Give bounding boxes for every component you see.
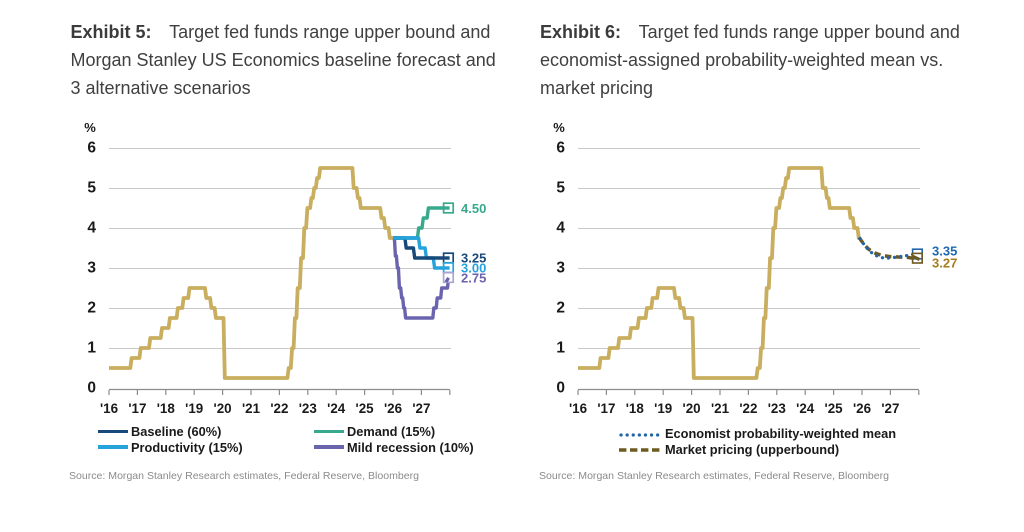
svg-text:'23: '23: [768, 401, 786, 416]
svg-text:3.27: 3.27: [932, 255, 957, 270]
svg-text:'27: '27: [881, 401, 899, 416]
svg-text:'17: '17: [128, 401, 146, 416]
svg-text:1: 1: [556, 340, 565, 357]
svg-text:'26: '26: [853, 401, 871, 416]
svg-text:2: 2: [556, 300, 565, 317]
svg-text:6: 6: [556, 140, 565, 157]
svg-text:0: 0: [87, 380, 96, 397]
svg-text:'21: '21: [711, 401, 730, 416]
svg-text:6: 6: [87, 140, 96, 157]
svg-text:4: 4: [87, 220, 96, 237]
svg-text:'24: '24: [796, 401, 815, 416]
svg-text:'25: '25: [356, 401, 375, 416]
svg-text:'19: '19: [654, 401, 672, 416]
svg-text:'16: '16: [100, 401, 118, 416]
svg-text:4.50: 4.50: [461, 201, 486, 216]
svg-text:3: 3: [87, 260, 96, 277]
svg-text:3.35: 3.35: [932, 244, 957, 259]
svg-text:'18: '18: [157, 401, 176, 416]
svg-text:4: 4: [556, 220, 565, 237]
svg-text:'21: '21: [242, 401, 261, 416]
svg-text:'17: '17: [597, 401, 615, 416]
svg-text:'20: '20: [683, 401, 701, 416]
svg-text:5: 5: [556, 180, 565, 197]
svg-text:'24: '24: [327, 401, 346, 416]
svg-text:'20: '20: [214, 401, 232, 416]
svg-text:2: 2: [87, 300, 96, 317]
svg-text:'22: '22: [739, 401, 757, 416]
svg-text:'16: '16: [569, 401, 587, 416]
svg-text:1: 1: [87, 340, 96, 357]
svg-text:'27: '27: [412, 401, 430, 416]
svg-text:3.25: 3.25: [461, 251, 486, 266]
svg-text:'23: '23: [299, 401, 317, 416]
svg-text:'25: '25: [825, 401, 844, 416]
svg-text:3: 3: [556, 260, 565, 277]
svg-text:'26: '26: [384, 401, 402, 416]
svg-text:5: 5: [87, 180, 96, 197]
svg-text:2.75: 2.75: [461, 271, 486, 286]
svg-text:'22: '22: [270, 401, 288, 416]
svg-text:'18: '18: [626, 401, 645, 416]
svg-text:%: %: [84, 120, 96, 135]
svg-text:3.00: 3.00: [461, 261, 486, 276]
svg-text:'19: '19: [185, 401, 203, 416]
svg-text:0: 0: [556, 380, 565, 397]
svg-text:%: %: [553, 120, 565, 135]
